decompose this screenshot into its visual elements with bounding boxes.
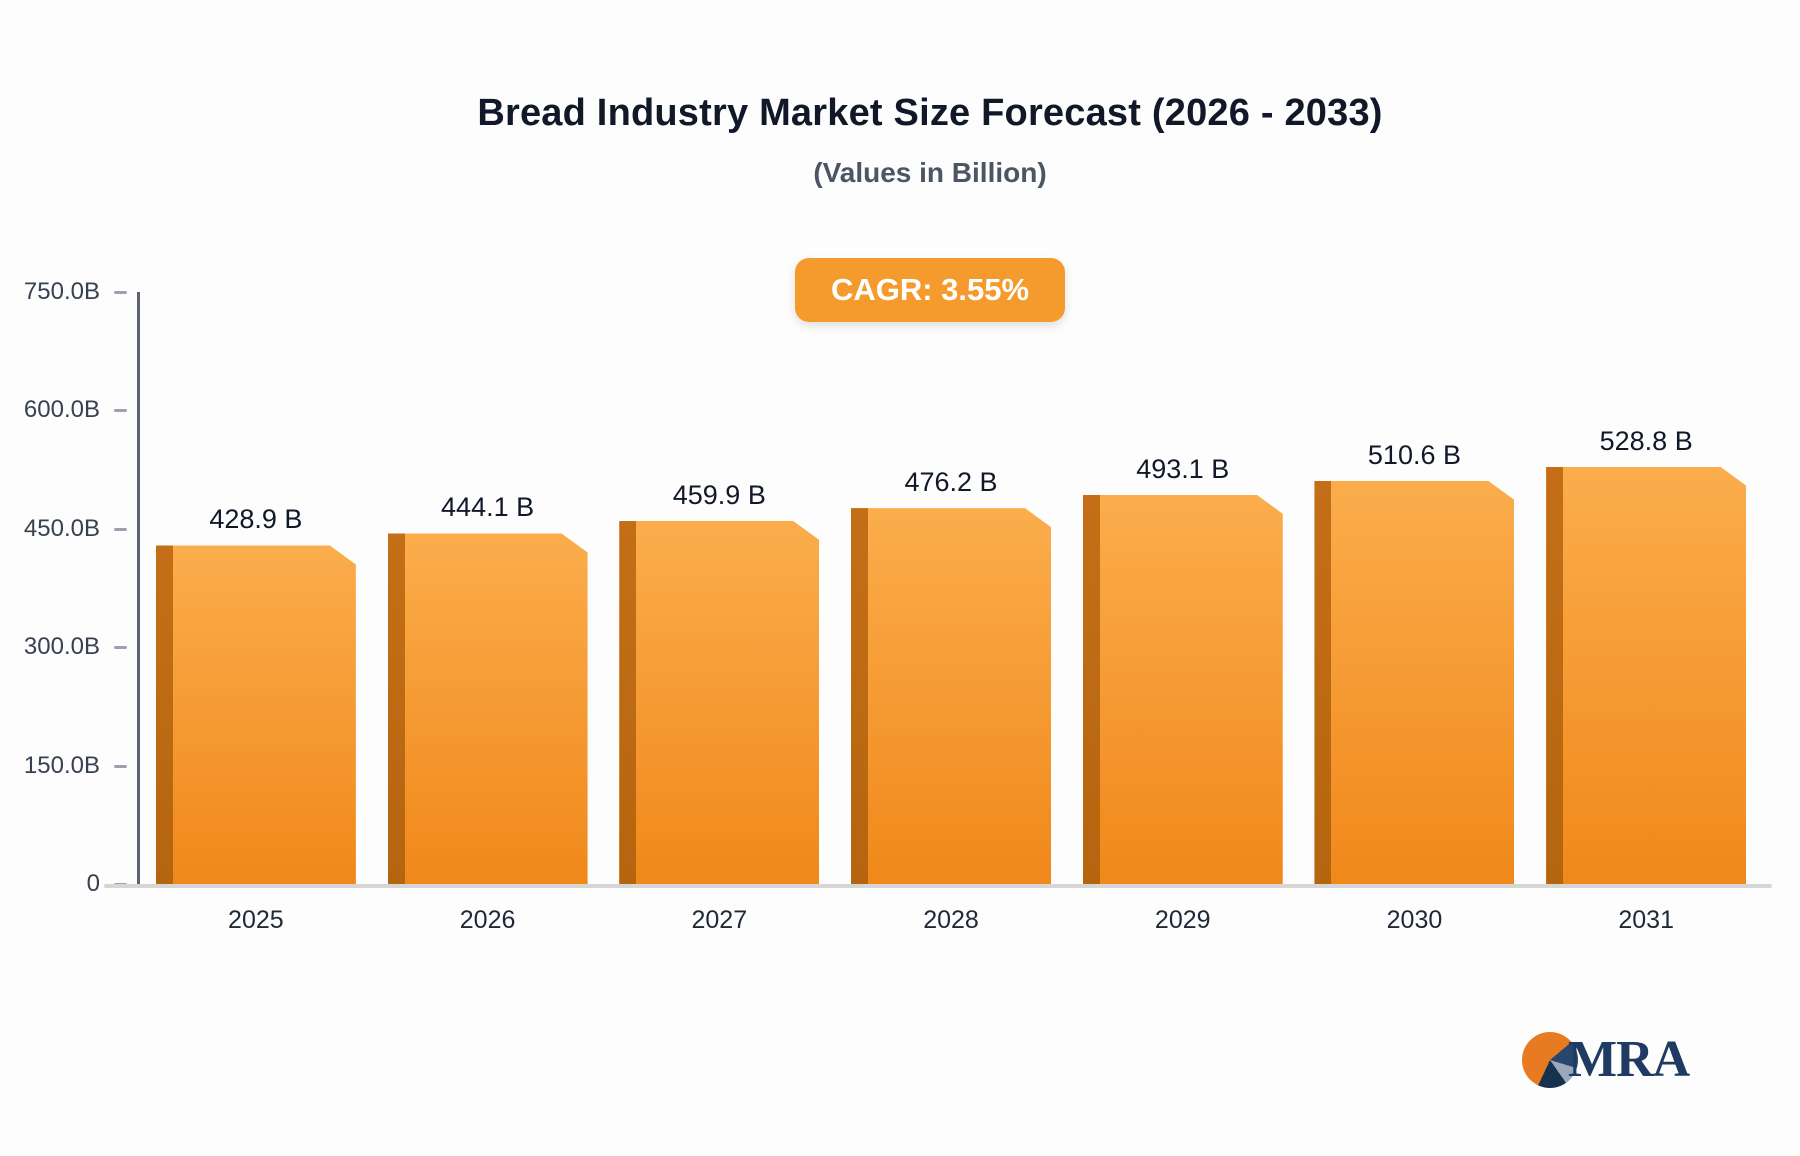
bar-side-shade — [156, 545, 173, 884]
y-tick-mark — [114, 409, 127, 413]
mra-logo-text: MRA — [1568, 1031, 1690, 1088]
cagr-badge-wrap: CAGR: 3.55% — [0, 258, 1800, 322]
y-tick-label: 600.0B — [23, 396, 100, 424]
bar-value-label: 428.9 B — [209, 504, 303, 535]
mra-pie-icon — [1522, 1031, 1578, 1088]
x-axis-label-2031: 2031 — [1618, 906, 1674, 934]
y-tick-label: 450.0B — [23, 514, 100, 542]
y-tick-mark — [114, 527, 127, 531]
bar-column-2026: 444.1 B — [372, 292, 604, 884]
bar-value-label: 476.2 B — [904, 467, 998, 498]
chart-subtitle: (Values in Billion) — [813, 157, 1047, 188]
bar-2025 — [156, 545, 356, 884]
bar-2030 — [1314, 481, 1514, 884]
bar-side-shade — [619, 521, 636, 884]
y-axis-line — [137, 292, 140, 886]
bar-value-label: 528.8 B — [1599, 425, 1693, 456]
x-axis-label-2029: 2029 — [1154, 906, 1211, 934]
chart-header: Bread Industry Market Size Forecast (202… — [30, 92, 1800, 189]
y-tick-mark — [114, 291, 127, 294]
bar-column-2025: 428.9 B — [140, 292, 372, 884]
bar-column-2027: 459.9 B — [603, 292, 835, 884]
cagr-badge: CAGR: 3.55% — [794, 258, 1066, 322]
bar-side-shade — [1083, 495, 1100, 884]
y-tick-label: 0 — [86, 870, 100, 897]
bar-side-shade — [388, 533, 405, 884]
bar-value-label: 444.1 B — [441, 492, 535, 523]
x-axis-label-2030: 2030 — [1386, 906, 1443, 934]
bar-value-label: 493.1 B — [1136, 453, 1230, 484]
y-tick-mark — [114, 646, 127, 650]
bar-2029 — [1083, 495, 1283, 884]
bar-column-2029: 493.1 B — [1067, 292, 1299, 884]
y-tick-mark — [114, 764, 127, 768]
x-axis-label-2028: 2028 — [923, 906, 979, 934]
bar-side-shade — [1546, 467, 1563, 884]
bar-column-2030: 510.6 B — [1299, 292, 1531, 884]
x-axis-label-2026: 2026 — [459, 906, 516, 934]
bar-column-2031: 528.8 B — [1530, 292, 1762, 884]
bar-2031 — [1546, 467, 1746, 884]
bar-side-shade — [1314, 481, 1331, 884]
chart-title: Bread Industry Market Size Forecast (202… — [477, 92, 1383, 134]
x-axis-line — [104, 884, 1772, 888]
x-axis-labels: 2025 2026 2027 2028 2029 2030 2031 — [140, 906, 1762, 935]
x-axis-label-2027: 2027 — [691, 906, 748, 934]
bar-value-label: 459.9 B — [672, 480, 766, 510]
bar-value-label: 510.6 B — [1367, 439, 1461, 470]
plot-area: 428.9 B 444.1 B 459.9 B 476.2 B 493.1 B 510.6… — [140, 292, 1762, 884]
bar-side-shade — [851, 508, 868, 884]
y-tick-label: 750.0B — [23, 278, 100, 305]
bar-2026 — [388, 533, 588, 884]
bar-2027 — [619, 521, 819, 884]
y-tick-label: 300.0B — [23, 633, 100, 661]
x-axis-label-2025: 2025 — [228, 906, 284, 934]
bar-column-2028: 476.2 B — [835, 292, 1067, 884]
bar-2028 — [851, 508, 1051, 884]
mra-logo: MRA — [1522, 1030, 1690, 1089]
y-tick-label: 150.0B — [23, 751, 100, 779]
